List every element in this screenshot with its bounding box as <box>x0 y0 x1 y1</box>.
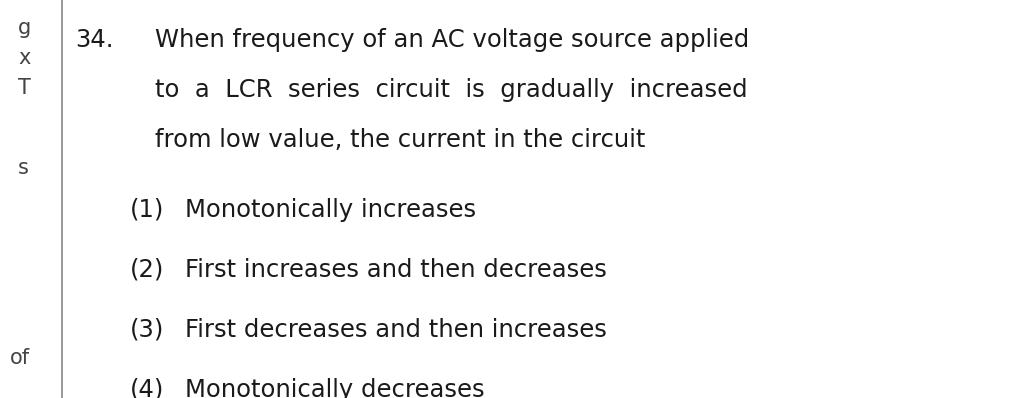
Text: from low value, the current in the circuit: from low value, the current in the circu… <box>155 128 645 152</box>
Text: (4): (4) <box>130 378 165 398</box>
Text: (3): (3) <box>130 318 165 342</box>
Text: 34.: 34. <box>75 28 114 52</box>
Text: T: T <box>18 78 31 98</box>
Text: (1): (1) <box>130 198 165 222</box>
Text: s: s <box>18 158 29 178</box>
Text: Monotonically increases: Monotonically increases <box>185 198 476 222</box>
Text: First increases and then decreases: First increases and then decreases <box>185 258 607 282</box>
Text: g: g <box>18 18 32 38</box>
Text: of: of <box>10 348 30 368</box>
Text: to  a  LCR  series  circuit  is  gradually  increased: to a LCR series circuit is gradually inc… <box>155 78 748 102</box>
Text: Monotonically decreases: Monotonically decreases <box>185 378 484 398</box>
Text: First decreases and then increases: First decreases and then increases <box>185 318 607 342</box>
Text: When frequency of an AC voltage source applied: When frequency of an AC voltage source a… <box>155 28 750 52</box>
Text: (2): (2) <box>130 258 165 282</box>
Text: x: x <box>18 48 31 68</box>
